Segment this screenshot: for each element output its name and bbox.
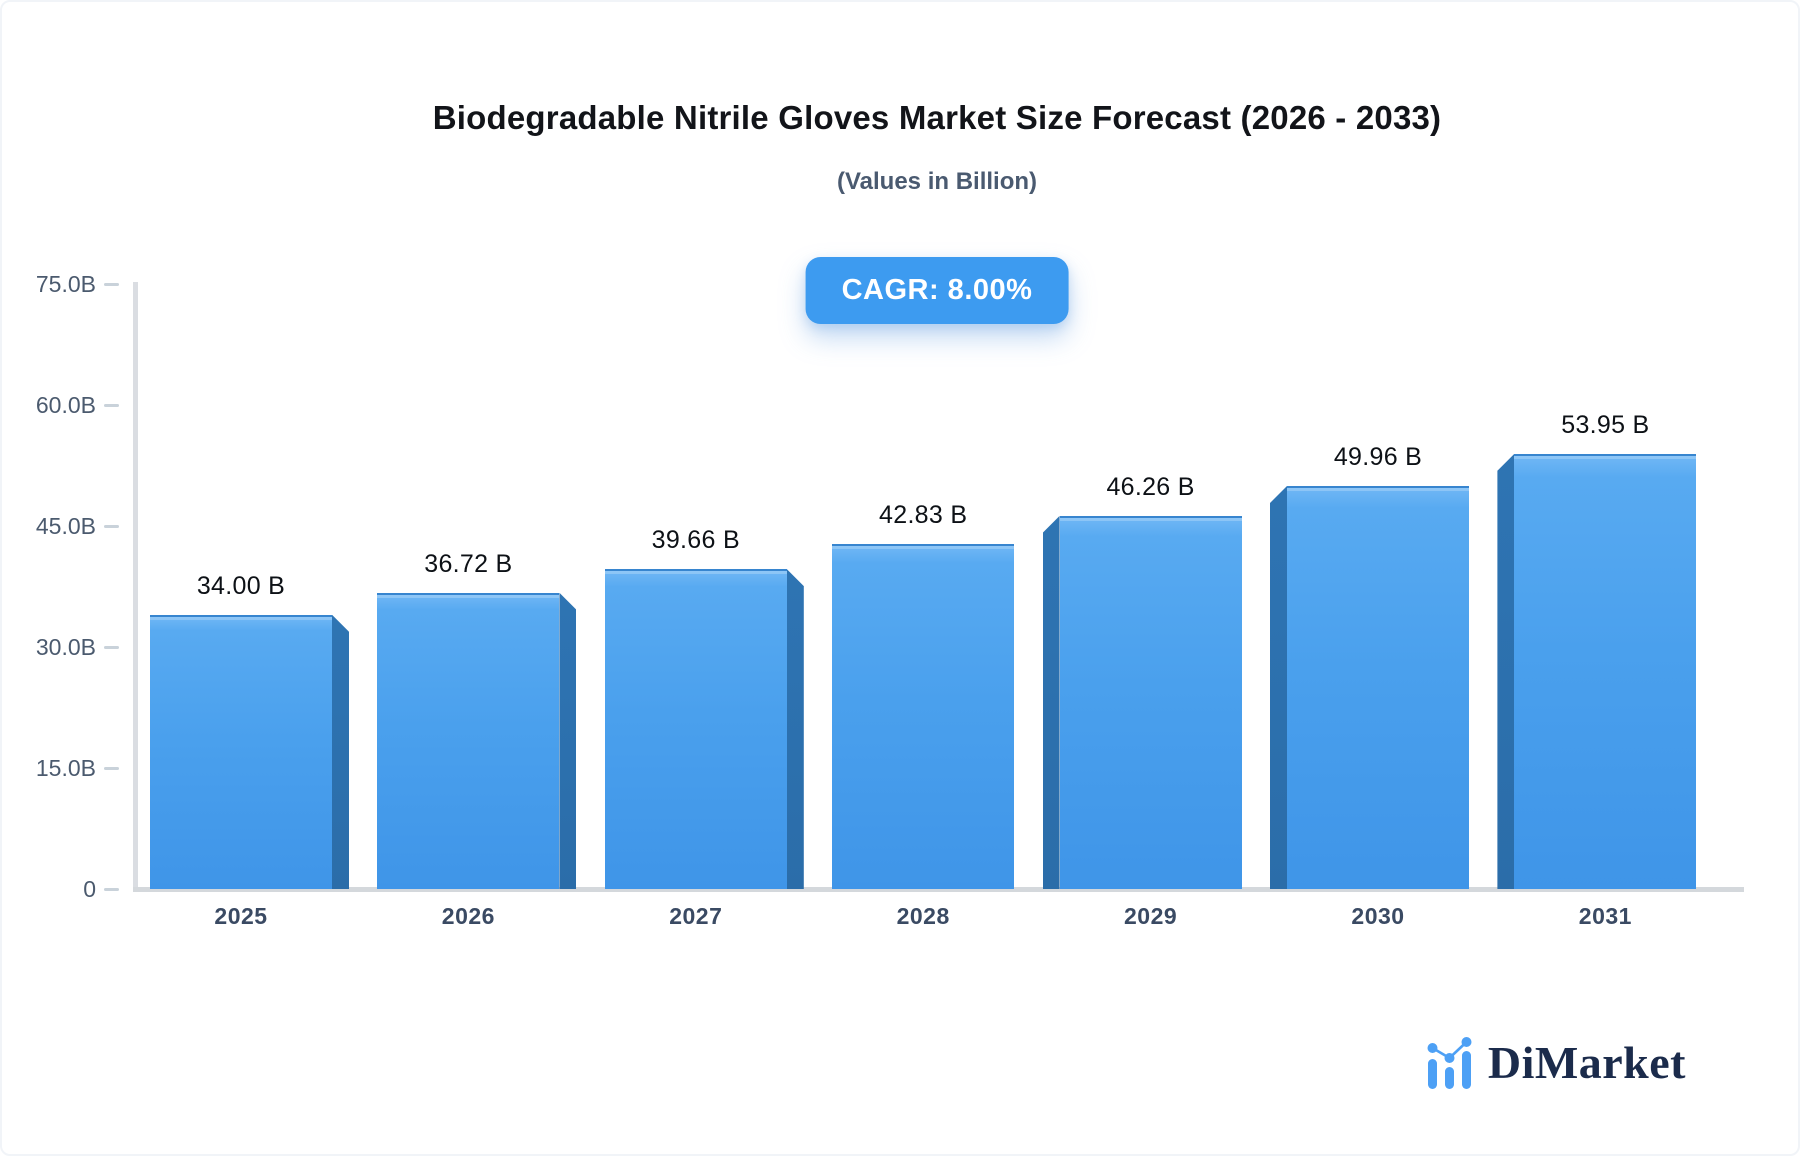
bar-side-panel [1497, 453, 1515, 889]
y-axis-tick-mark [104, 404, 119, 407]
chart-bar-2030 [1287, 485, 1469, 889]
bar-side-panel [332, 614, 349, 889]
y-axis-tick-label: 75.0B [35, 271, 96, 297]
logo-wordmark: DiMarket [1487, 1037, 1686, 1088]
chart-subtitle: (Values in Billion) [836, 168, 1038, 195]
chart-title: Biodegradable Nitrile Gloves Market Size… [432, 99, 1442, 136]
bar-value-label: 34.00 B [196, 571, 286, 600]
bar-value-label: 53.95 B [1561, 410, 1650, 439]
bar-value-label: 46.26 B [1106, 472, 1195, 501]
x-axis-label-2028: 2028 [896, 903, 950, 929]
bar-side-panel [1042, 515, 1060, 889]
x-axis-label-2027: 2027 [669, 903, 723, 929]
chart-bar-2031 [1514, 453, 1697, 889]
bar-value-label: 49.96 B [1333, 442, 1423, 471]
dimarket-logo: DiMarket [1425, 1031, 1686, 1095]
y-axis-line [133, 282, 138, 892]
x-axis-label-2030: 2030 [1351, 903, 1405, 929]
x-axis-label-2031: 2031 [1578, 903, 1632, 929]
y-axis-tick-mark [104, 525, 119, 528]
bar-side-panel [1270, 485, 1287, 889]
chart-bar-2028 [832, 543, 1015, 889]
y-axis-tick-label: 0 [83, 876, 96, 902]
y-axis-tick-mark [104, 767, 119, 770]
y-axis-tick-label: 45.0B [35, 513, 96, 539]
chart-bar-2027 [604, 569, 787, 889]
chart-bar-2026 [377, 592, 560, 889]
bar-side-panel [559, 592, 577, 889]
bar-side-panel [786, 569, 804, 889]
chart-bar-2025 [150, 614, 332, 889]
y-axis-tick-mark [104, 646, 119, 649]
y-axis-tick-label: 60.0B [35, 392, 96, 418]
y-axis-tick-label: 30.0B [35, 634, 96, 660]
cagr-badge: CAGR: 8.00% [805, 257, 1069, 324]
x-axis-label-2026: 2026 [441, 903, 495, 929]
bar-value-label: 42.83 B [879, 500, 968, 529]
bar-value-label: 39.66 B [651, 526, 740, 555]
x-axis-line [133, 887, 1744, 892]
logo-chart-icon [1427, 1037, 1472, 1089]
y-axis-tick-mark [104, 283, 119, 286]
x-axis-label-2029: 2029 [1124, 903, 1178, 929]
bar-value-label: 36.72 B [424, 549, 513, 578]
x-axis-label-2025: 2025 [214, 903, 268, 929]
chart-bar-2029 [1059, 515, 1242, 889]
y-axis-tick-mark [104, 888, 119, 891]
y-axis-tick-label: 15.0B [35, 755, 96, 781]
